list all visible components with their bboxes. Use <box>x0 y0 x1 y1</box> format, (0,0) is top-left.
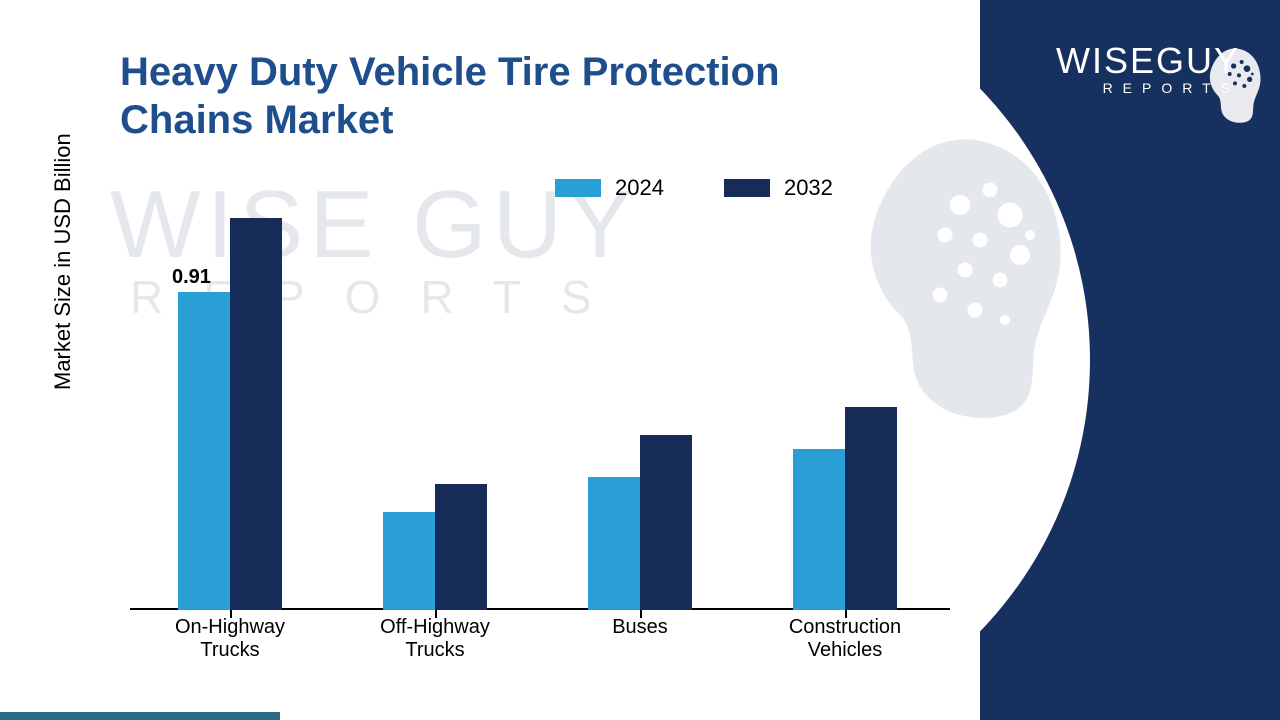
chart: Market Size in USD Billion On-Highway Tr… <box>70 160 960 680</box>
legend-item-2024: 2024 <box>555 175 664 201</box>
x-category-label: On-Highway Trucks <box>145 610 315 662</box>
legend: 2024 2032 <box>555 175 833 201</box>
bar <box>178 292 230 611</box>
brand-word-wise: WISE <box>1056 40 1156 81</box>
bar <box>640 435 692 610</box>
legend-swatch-2032 <box>724 179 770 197</box>
legend-label-2024: 2024 <box>615 175 664 201</box>
x-category-label: Construction Vehicles <box>760 610 930 662</box>
brand-word-guy: GUY <box>1156 40 1240 81</box>
plot-area: On-Highway TrucksOff-Highway TrucksBuses… <box>130 190 950 610</box>
brand-word-reports: REPORTS <box>1056 80 1240 96</box>
legend-label-2032: 2032 <box>784 175 833 201</box>
x-category-label: Off-Highway Trucks <box>350 610 520 662</box>
legend-swatch-2024 <box>555 179 601 197</box>
stage: WISEGUY REPORTS Heavy Duty Vehicle Tire … <box>0 0 1280 720</box>
bar <box>230 218 282 610</box>
bottom-accent-bar <box>0 712 280 720</box>
y-axis-label: Market Size in USD Billion <box>50 133 76 390</box>
brand-logo: WISEGUY REPORTS <box>1056 40 1240 96</box>
bar <box>793 449 845 610</box>
bar <box>845 407 897 610</box>
x-category-label: Buses <box>555 610 725 639</box>
bar <box>383 512 435 610</box>
bar <box>435 484 487 610</box>
chart-title: Heavy Duty Vehicle Tire Protection Chain… <box>120 48 800 144</box>
legend-item-2032: 2032 <box>724 175 833 201</box>
value-label: 0.91 <box>172 266 211 289</box>
bar <box>588 477 640 610</box>
